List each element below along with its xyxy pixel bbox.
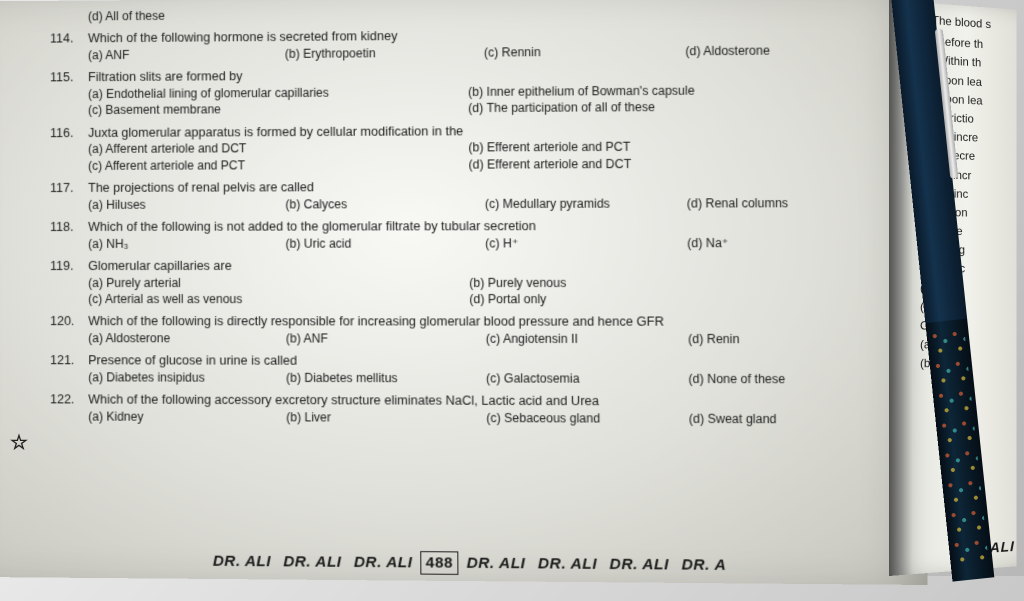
page-number: 488 <box>421 551 459 575</box>
question: 116.Juxta glomerular apparatus is formed… <box>50 121 891 174</box>
options: (a) Kidney(b) Liver(c) Sebaceous gland(d… <box>88 409 894 428</box>
left-page: (d) All of these114.Which of the followi… <box>0 0 927 585</box>
option: (c) Rennin <box>484 43 686 61</box>
option: (d) Na⁺ <box>687 234 892 251</box>
question-row: 118. Which of the following is not added … <box>50 217 891 236</box>
option: (b) ANF <box>286 330 486 347</box>
option: (c) Sebaceous gland <box>486 410 689 427</box>
options: (d) All of these <box>88 2 889 25</box>
option: (a) Aldosterone <box>88 330 286 347</box>
question-number: 120. <box>50 313 80 330</box>
option: (c) Angiotensin II <box>486 331 688 348</box>
option: (c) Galactosemia <box>486 370 689 387</box>
footer-author: DR. ALI <box>350 552 417 574</box>
footer-author: DR. ALI <box>209 551 275 573</box>
option: (c) Afferent arteriole and PCT <box>88 156 469 174</box>
question-row: 121. Presence of glucose in urine is call… <box>50 352 893 371</box>
question: 120. Which of the following is directly r… <box>50 313 893 348</box>
question-number: 121. <box>50 352 80 369</box>
question-number: 114. <box>50 31 80 48</box>
question-number: 119. <box>50 258 80 275</box>
option: (c) H⁺ <box>485 235 687 252</box>
footer-author: DR. A <box>677 554 730 576</box>
question-row: 117. The projections of renal pelvis are … <box>50 177 891 196</box>
question-text: The projections of renal pelvis are call… <box>88 177 891 196</box>
question-text: Glomerular capillaries are <box>88 257 892 275</box>
option: (c) Basement membrane <box>88 100 468 118</box>
options: (a) NH₃(b) Uric acid(c) H⁺(d) Na⁺ <box>88 234 891 251</box>
question: 118. Which of the following is not added … <box>50 217 892 252</box>
option: (b) Inner epithelium of Bowman's capsule <box>468 82 857 101</box>
option: (a) Afferent arteriole and DCT <box>88 140 469 158</box>
question: 121. Presence of glucose in urine is call… <box>50 352 893 388</box>
question: 119. Glomerular capillaries are(a) Purely… <box>50 257 892 308</box>
question: (d) All of these <box>50 2 889 25</box>
question-row: 120. Which of the following is directly r… <box>50 313 893 331</box>
option: (a) Diabetes insipidus <box>88 369 286 386</box>
option: (d) None of these <box>688 371 893 388</box>
option: (a) Purely arterial <box>88 275 469 291</box>
question: 122.Which of the following accessory exc… <box>50 392 894 429</box>
page-footer: DR. ALI DR. ALI DR. ALI 488 DR. ALI DR. … <box>50 548 896 578</box>
option: (d) All of these <box>88 8 183 25</box>
question: 114.Which of the following hormone is se… <box>50 25 889 64</box>
option: (b) Purely venous <box>469 274 859 291</box>
option: (b) Uric acid <box>285 235 485 252</box>
option: (d) Efferent arteriole and DCT <box>469 155 858 173</box>
option: (d) Sweat gland <box>689 411 894 428</box>
option: (d) The participation of all of these <box>468 98 857 116</box>
footer-author: DR. ALI <box>534 553 602 575</box>
options: (a) Aldosterone(b) ANF(c) Angiotensin II… <box>88 330 893 348</box>
footer-author: DR. ALI <box>605 554 673 576</box>
option: (d) Portal only <box>469 291 859 308</box>
question-number: 118. <box>50 219 80 236</box>
options: (a) Hiluses(b) Calyces(c) Medullary pyra… <box>88 194 891 212</box>
question-row: 119. Glomerular capillaries are <box>50 257 892 275</box>
question-text: Which of the following is not added to t… <box>88 217 891 236</box>
option: (b) Liver <box>286 409 486 426</box>
option: (b) Erythropoetin <box>285 45 484 63</box>
question: 115.Filtration slits are formed by(a) En… <box>50 64 890 118</box>
option: (a) ANF <box>88 46 285 63</box>
option: (c) Arterial as well as venous <box>88 291 469 307</box>
option: (a) Endothelial lining of glomerular cap… <box>88 84 468 102</box>
question-text: Which of the following is directly respo… <box>88 313 892 331</box>
question-number: 122. <box>50 392 80 409</box>
question-text: Presence of glucose in urine is called <box>88 352 893 371</box>
question-number: 116. <box>50 125 80 142</box>
options: (a) Endothelial lining of glomerular cap… <box>88 82 890 119</box>
option: (c) Medullary pyramids <box>485 195 687 212</box>
options: (a) Afferent arteriole and DCT(b) Effere… <box>88 138 891 174</box>
option: (b) Efferent arteriole and PCT <box>468 138 857 156</box>
option: (a) Kidney <box>88 409 286 426</box>
footer-author: DR. ALI <box>462 552 529 574</box>
option: (b) Diabetes mellitus <box>286 370 486 387</box>
handwritten-mark: ☆ <box>10 430 28 455</box>
options: (a) Purely arterial(b) Purely venous(c) … <box>88 274 892 307</box>
question-list: (d) All of these114.Which of the followi… <box>50 2 894 428</box>
option: (d) Renal columns <box>687 194 891 211</box>
question-number: 115. <box>50 69 80 86</box>
option: (d) Aldosterone <box>685 42 889 60</box>
question: 117. The projections of renal pelvis are … <box>50 177 891 213</box>
question-number: 117. <box>50 180 80 197</box>
option: (d) Renin <box>688 331 893 348</box>
options: (a) Diabetes insipidus(b) Diabetes melli… <box>88 369 893 388</box>
footer-author: DR. ALI <box>279 551 346 573</box>
option: (a) Hiluses <box>88 196 285 213</box>
option: (b) Calyces <box>285 195 485 212</box>
option: (a) NH₃ <box>88 235 285 252</box>
